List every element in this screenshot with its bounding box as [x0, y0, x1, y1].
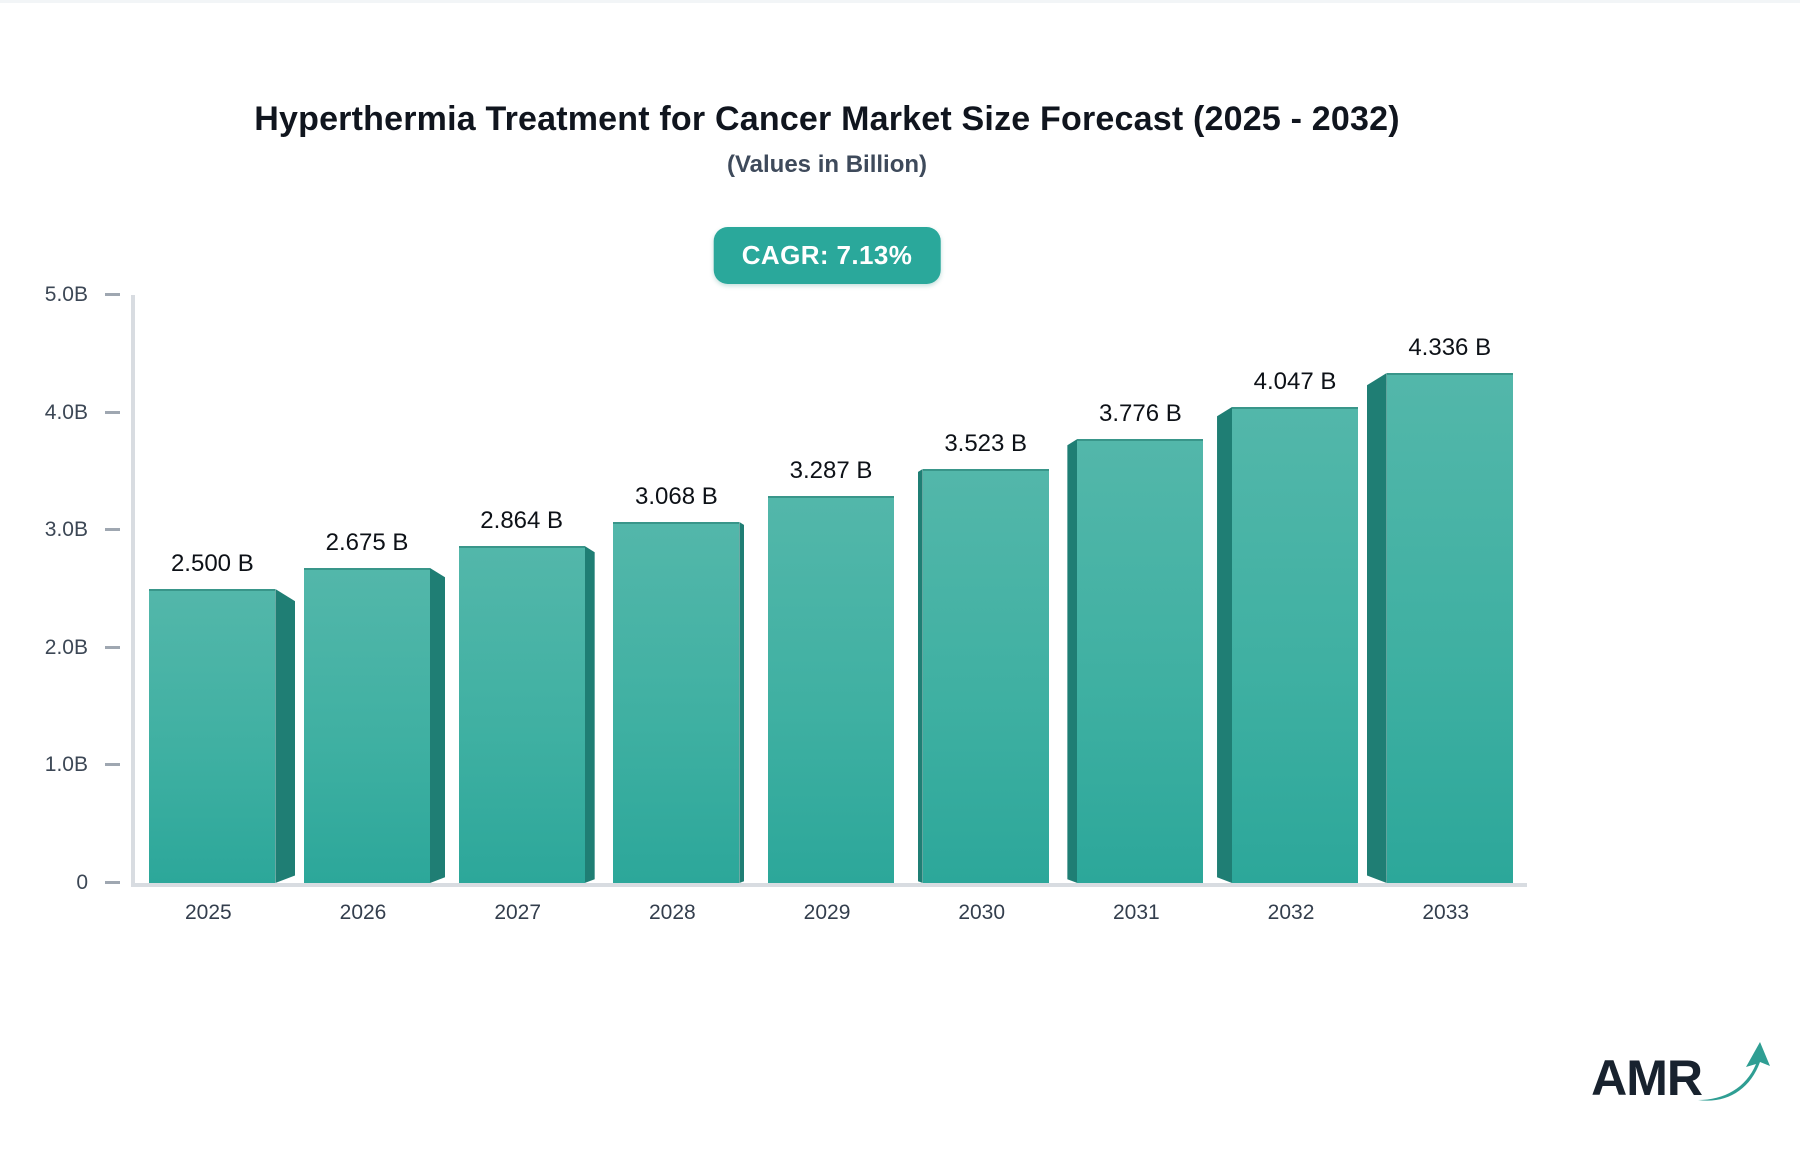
cagr-badge: CAGR: 7.13%	[713, 227, 941, 284]
x-tick-label: 2030	[958, 901, 1006, 924]
bar-side-face	[1067, 439, 1077, 883]
bar-value-label: 3.776 B	[1098, 400, 1182, 427]
bar-side-face	[1367, 373, 1387, 883]
y-tick-mark	[105, 881, 120, 884]
x-axis-labels: 2025 2026 2027 2028 2029 2030 2031 2032 2033	[131, 901, 1523, 925]
chart-header: Hyperthermia Treatment for Cancer Market…	[0, 3, 1654, 179]
bar-2029: 3.287 B	[768, 457, 895, 883]
bar-front-face	[613, 522, 740, 883]
bar-2026: 2.675 B	[304, 529, 430, 883]
bar-side-face	[739, 522, 744, 883]
amr-logo-text: AMR	[1591, 1050, 1703, 1106]
bar-value-label: 3.523 B	[944, 430, 1028, 457]
x-label-slot: 2028	[595, 901, 750, 925]
bar-side-face	[918, 469, 923, 883]
bar-slot: 3.287 B	[754, 295, 909, 883]
x-tick-label: 2028	[648, 901, 696, 924]
y-tick-mark	[105, 410, 120, 414]
x-label-slot: 2025	[131, 901, 286, 925]
x-tick-label: 2027	[494, 901, 542, 924]
x-label-slot: 2026	[286, 901, 441, 925]
bar-2027: 2.864 B	[458, 507, 585, 883]
bar-2030: 3.523 B	[922, 430, 1049, 883]
y-tick-label: 3.0B	[44, 518, 88, 542]
bar-value-label: 2.500 B	[170, 550, 254, 577]
x-label-slot: 2031	[1059, 901, 1214, 925]
bar-slot: 4.047 B	[1218, 295, 1373, 883]
bar-front-face	[304, 568, 430, 883]
bar-side-face	[275, 589, 295, 883]
bar-slot: 2.864 B	[444, 295, 599, 883]
x-tick-label: 2025	[184, 901, 232, 924]
x-label-slot: 2029	[750, 901, 905, 925]
bar-2033: 4.336 B	[1386, 334, 1513, 883]
amr-logo: AMR	[1591, 1042, 1772, 1107]
bar-slot: 3.068 B	[599, 295, 754, 883]
y-tick-label: 1.0B	[44, 753, 88, 777]
x-label-slot: 2032	[1214, 901, 1369, 925]
bar-front-face	[458, 546, 585, 883]
bar-2031: 3.776 B	[1077, 400, 1204, 883]
bar-value-label: 4.336 B	[1408, 334, 1492, 361]
x-tick-label: 2033	[1422, 901, 1470, 924]
bar-value-label: 2.864 B	[480, 507, 564, 534]
bar-value-label: 4.047 B	[1253, 368, 1337, 395]
bar-slot: 4.336 B	[1372, 295, 1527, 883]
bar-front-face	[768, 496, 895, 883]
chart-title: Hyperthermia Treatment for Cancer Market…	[254, 100, 1400, 138]
chart-subtitle: (Values in Billion)	[726, 151, 928, 178]
y-tick-mark	[105, 763, 120, 767]
bar-front-face	[922, 469, 1049, 883]
bar-slot: 2.500 B	[135, 295, 290, 883]
growth-arrow-icon	[1698, 1042, 1770, 1101]
y-tick-mark	[105, 645, 120, 649]
bar-2032: 4.047 B	[1232, 368, 1359, 883]
bar-value-label: 2.675 B	[325, 529, 409, 556]
y-tick-label: 2.0B	[44, 635, 88, 659]
y-tick-label: 4.0B	[44, 400, 88, 424]
plot-area: 5.0B 4.0B 3.0B 2.0B 1.0B 0 2.500 B 2.675 B 2.86…	[45, 283, 1527, 894]
x-label-slot: 2030	[904, 901, 1059, 925]
y-tick-label: 0	[76, 871, 88, 894]
y-tick-mark	[105, 528, 120, 532]
bar-2028: 3.068 B	[613, 483, 740, 883]
x-label-slot: 2027	[440, 901, 595, 925]
bar-side-face	[430, 568, 445, 883]
y-tick-label: 5.0B	[44, 283, 88, 306]
bar-front-face	[1077, 439, 1204, 883]
x-tick-label: 2026	[339, 901, 387, 924]
bar-value-label: 3.287 B	[789, 457, 873, 484]
x-tick-label: 2032	[1267, 901, 1315, 924]
bar-2025: 2.500 B	[149, 550, 276, 883]
bar-slot: 2.675 B	[290, 295, 445, 883]
x-label-slot: 2033	[1368, 901, 1523, 925]
bar-front-face	[1386, 373, 1513, 883]
x-tick-label: 2031	[1113, 901, 1160, 924]
bar-front-face	[1232, 407, 1359, 883]
bar-side-face	[1217, 407, 1232, 883]
bar-slot: 3.523 B	[908, 295, 1063, 883]
x-tick-label: 2029	[803, 901, 851, 924]
y-tick-mark	[105, 293, 120, 296]
bar-side-face	[585, 546, 595, 883]
bar-front-face	[149, 589, 276, 883]
bar-slot: 3.776 B	[1063, 295, 1218, 883]
bars-container: 2.500 B 2.675 B 2.864 B 3.068 B 3.287 B 3.523…	[135, 295, 1527, 883]
bar-value-label: 3.068 B	[634, 483, 718, 510]
